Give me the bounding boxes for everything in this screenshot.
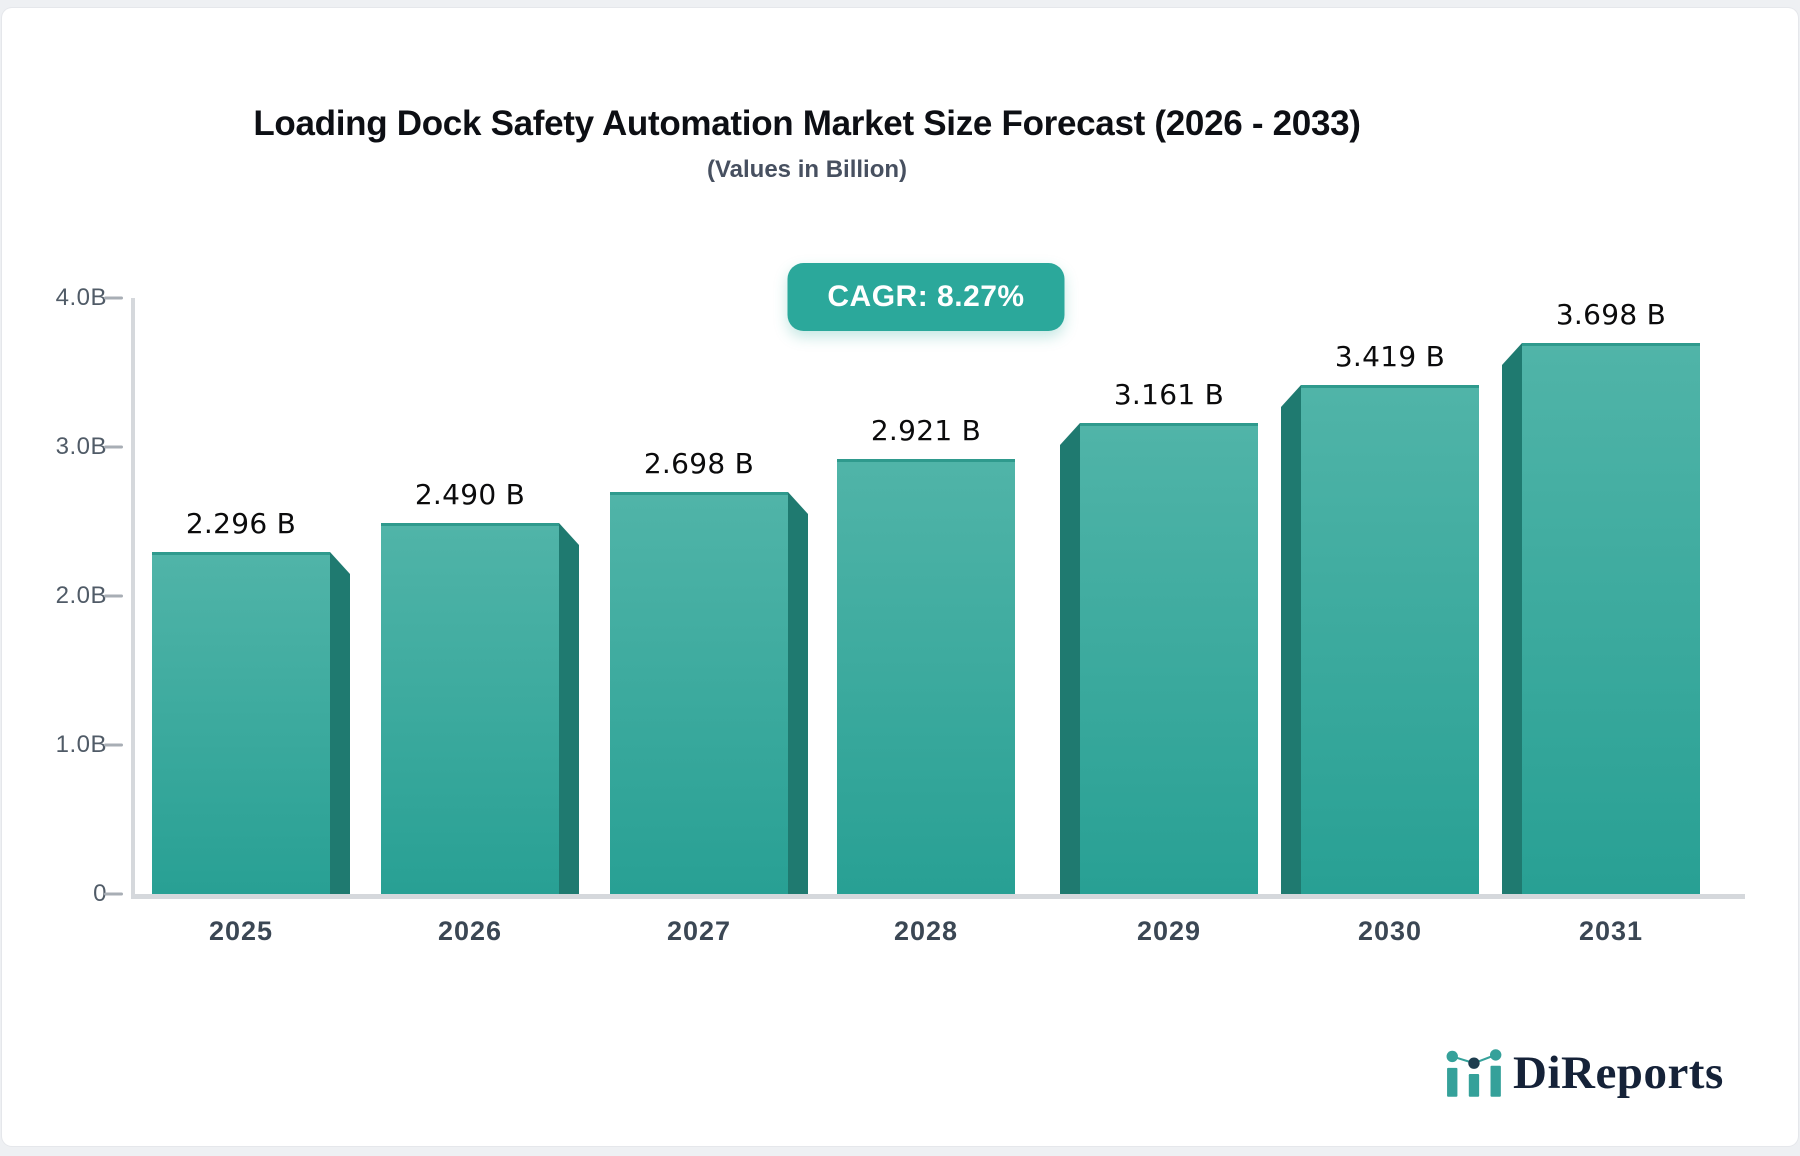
x-axis — [131, 894, 1745, 899]
chart-card: Loading Dock Safety Automation Market Si… — [2, 8, 1798, 1146]
x-axis-label: 2028 — [893, 916, 959, 946]
bar-2026 — [381, 523, 559, 894]
bar-value-label: 3.161 B — [1113, 378, 1225, 411]
cagr-badge: CAGR: 8.27% — [787, 263, 1065, 331]
bar-2028 — [837, 459, 1015, 894]
bar-value-label: 2.490 B — [414, 478, 526, 511]
bar-2027 — [610, 492, 788, 894]
x-axis-label: 2029 — [1136, 916, 1202, 946]
bar-side-2031 — [1502, 343, 1522, 894]
bar-2031 — [1522, 343, 1700, 894]
bar-value-label: 3.698 B — [1555, 298, 1667, 331]
y-axis — [131, 298, 135, 899]
bar-value-label: 2.921 B — [870, 414, 982, 447]
bar-side-2026 — [559, 523, 579, 894]
x-axis-label: 2025 — [208, 916, 274, 946]
bar-chart-logo-icon — [1446, 1049, 1502, 1097]
y-axis-label: 0 — [93, 880, 107, 907]
bar-value-label: 2.698 B — [643, 447, 755, 480]
x-axis-label: 2026 — [437, 916, 503, 946]
y-axis-tick — [104, 445, 123, 449]
bar-2029 — [1080, 423, 1258, 894]
y-axis-label: 3.0B — [55, 433, 107, 460]
y-axis-tick — [104, 892, 123, 896]
bar-value-label: 3.419 B — [1334, 340, 1446, 373]
y-axis-tick — [104, 743, 123, 747]
y-axis-label: 2.0B — [55, 582, 107, 609]
bar-value-label: 2.296 B — [185, 507, 297, 540]
y-axis-tick — [104, 296, 123, 300]
bar-2030 — [1301, 385, 1479, 894]
y-axis-label: 1.0B — [55, 731, 107, 758]
bar-side-2029 — [1060, 423, 1080, 894]
x-axis-label: 2030 — [1357, 916, 1423, 946]
brand-logo: DiReports — [1445, 1046, 1724, 1100]
bar-side-2025 — [330, 552, 350, 894]
chart-subtitle: (Values in Billion) — [706, 156, 908, 183]
chart-title: Loading Dock Safety Automation Market Si… — [253, 104, 1361, 143]
x-axis-label: 2027 — [666, 916, 732, 946]
brand-name: DiReports — [1513, 1047, 1724, 1099]
x-axis-label: 2031 — [1578, 916, 1644, 946]
bar-2025 — [152, 552, 330, 894]
bar-side-2027 — [788, 492, 808, 894]
y-axis-label: 4.0B — [55, 284, 107, 311]
bar-side-2030 — [1281, 385, 1301, 894]
y-axis-tick — [104, 594, 123, 598]
